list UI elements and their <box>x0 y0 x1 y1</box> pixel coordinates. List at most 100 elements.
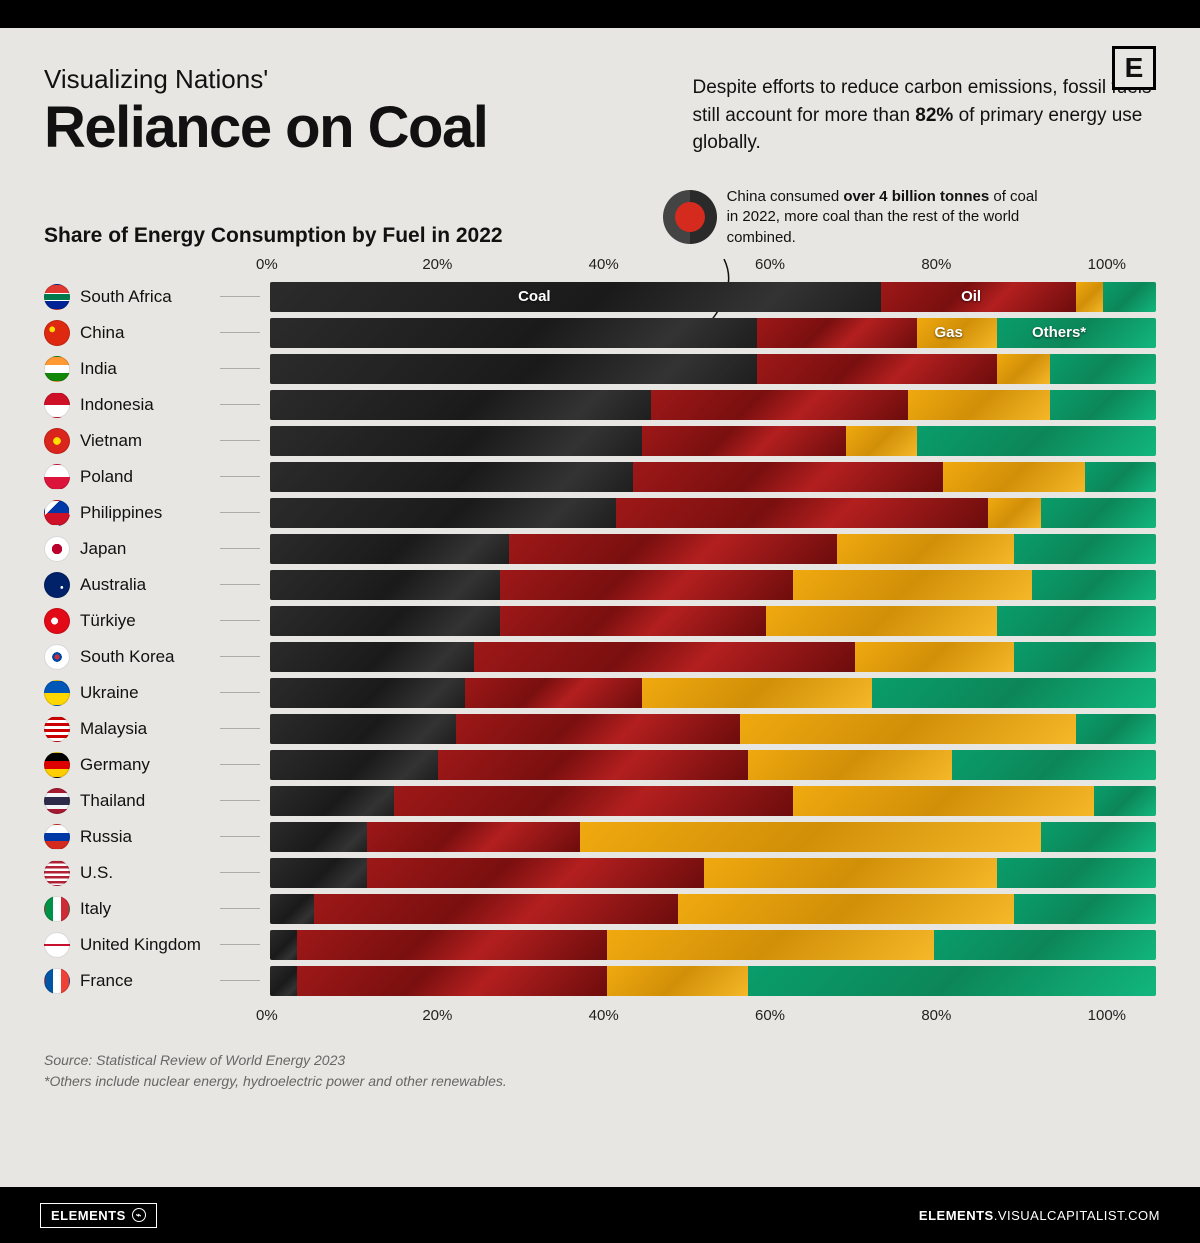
leader-line <box>220 332 260 333</box>
chart-row: U.S. <box>44 855 1156 891</box>
stacked-bar <box>270 498 1156 528</box>
segment-oth <box>1041 822 1156 852</box>
stacked-bar <box>270 786 1156 816</box>
segment-gas <box>748 750 952 780</box>
segment-gas <box>855 642 1014 672</box>
segment-coal <box>270 534 509 564</box>
leader-line <box>220 764 260 765</box>
flag-icon <box>44 896 70 922</box>
chart-row: Ukraine <box>44 675 1156 711</box>
segment-oil <box>509 534 837 564</box>
segment-gas <box>642 678 872 708</box>
leader-line <box>220 692 260 693</box>
stacked-bar <box>270 570 1156 600</box>
stacked-bar <box>270 426 1156 456</box>
chart-row: South Korea <box>44 639 1156 675</box>
segment-oth <box>1094 786 1156 816</box>
stacked-bar <box>270 462 1156 492</box>
segment-oth <box>1014 894 1156 924</box>
flag-icon <box>44 932 70 958</box>
segment-oil <box>438 750 748 780</box>
segment-oil <box>394 786 793 816</box>
segment-gas <box>793 786 1094 816</box>
leader-line <box>220 944 260 945</box>
elements-logo-corner: E <box>1112 46 1156 90</box>
axis-tick: 0% <box>256 256 422 273</box>
segment-oil <box>500 606 766 636</box>
country-label: Germany <box>80 755 210 775</box>
segment-oth <box>952 750 1156 780</box>
chart-row: South AfricaCoalOil <box>44 279 1156 315</box>
axis-tick: 80% <box>921 256 1087 273</box>
segment-oth <box>1014 534 1156 564</box>
axis-tick: 80% <box>921 1007 1087 1024</box>
chart-row: Philippines <box>44 495 1156 531</box>
segment-coal <box>270 354 757 384</box>
segment-oil <box>633 462 943 492</box>
chart-row: Türkiye <box>44 603 1156 639</box>
segment-coal <box>270 786 394 816</box>
axis-tick: 0% <box>256 1007 422 1024</box>
leader-line <box>220 728 260 729</box>
segment-gas <box>943 462 1085 492</box>
segment-oth <box>997 318 1156 348</box>
segment-gas <box>1076 282 1103 312</box>
country-label: Türkiye <box>80 611 210 631</box>
stacked-bar <box>270 354 1156 384</box>
leader-line <box>220 404 260 405</box>
chart-row: Vietnam <box>44 423 1156 459</box>
chart-row: Poland <box>44 459 1156 495</box>
segment-gas <box>908 390 1050 420</box>
chart-subhead: Share of Energy Consumption by Fuel in 2… <box>44 224 503 248</box>
flag-icon <box>44 608 70 634</box>
country-label: India <box>80 359 210 379</box>
segment-oil <box>881 282 1076 312</box>
chart-rows: South AfricaCoalOilChinaGasOthers* India I… <box>44 279 1156 999</box>
stacked-bar <box>270 606 1156 636</box>
stacked-bar <box>270 858 1156 888</box>
leader-line <box>220 872 260 873</box>
country-label: Japan <box>80 539 210 559</box>
flag-icon <box>44 356 70 382</box>
stacked-bar <box>270 534 1156 564</box>
segment-oth <box>934 930 1156 960</box>
segment-coal <box>270 318 757 348</box>
segment-oth <box>1050 354 1156 384</box>
footer-url: ELEMENTS.VISUALCAPITALIST.COM <box>919 1208 1160 1223</box>
flag-icon <box>44 500 70 526</box>
segment-coal <box>270 426 642 456</box>
segment-oth <box>1032 570 1156 600</box>
segment-oth <box>1076 714 1156 744</box>
china-callout: China consumed over 4 billion tonnes of … <box>663 187 1047 248</box>
stacked-bar <box>270 966 1156 996</box>
title-kicker: Visualizing Nations' <box>44 64 644 95</box>
footer-black-bar: ELEMENTS ⌁ ELEMENTS.VISUALCAPITALIST.COM <box>0 1187 1200 1243</box>
axis-tick: 40% <box>589 1007 755 1024</box>
leader-line <box>220 908 260 909</box>
segment-oth <box>917 426 1156 456</box>
callout-pre: China consumed <box>727 188 844 205</box>
segment-gas <box>917 318 997 348</box>
segment-oil <box>465 678 642 708</box>
chart: 0%20%40%60%80%100% South AfricaCoalOilCh… <box>44 256 1156 1024</box>
chart-row: ChinaGasOthers* <box>44 315 1156 351</box>
flag-icon <box>44 716 70 742</box>
country-label: Indonesia <box>80 395 210 415</box>
country-label: Russia <box>80 827 210 847</box>
segment-oth <box>748 966 1156 996</box>
footer-logo-text: ELEMENTS <box>51 1208 126 1223</box>
segment-oth <box>1085 462 1156 492</box>
segment-oth <box>997 606 1156 636</box>
axis-tick: 20% <box>422 1007 588 1024</box>
country-label: United Kingdom <box>80 935 210 955</box>
segment-oil <box>297 930 607 960</box>
flag-icon <box>44 320 70 346</box>
country-label: China <box>80 323 210 343</box>
footnote-others: *Others include nuclear energy, hydroele… <box>44 1071 1156 1092</box>
axis-tick: 20% <box>422 256 588 273</box>
axis-top: 0%20%40%60%80%100% <box>256 256 1126 273</box>
axis-tick: 60% <box>755 256 921 273</box>
country-label: France <box>80 971 210 991</box>
segment-coal <box>270 570 500 600</box>
segment-oil <box>642 426 846 456</box>
